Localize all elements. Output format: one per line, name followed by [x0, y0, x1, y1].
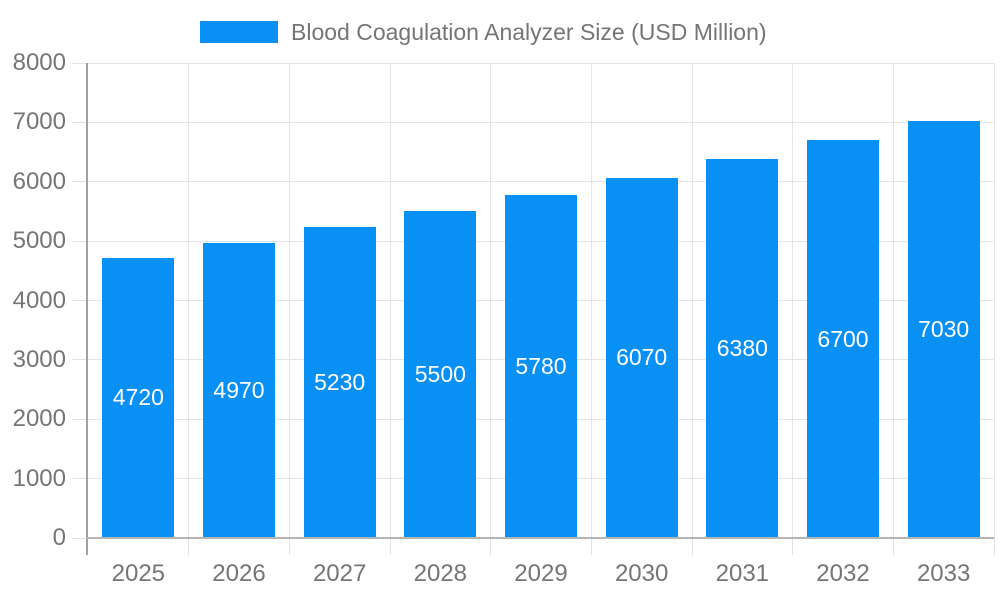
y-tick	[72, 478, 88, 480]
y-axis-label: 5000	[12, 227, 66, 255]
y-tick	[72, 62, 88, 64]
legend-swatch	[200, 21, 278, 43]
bar-2033: 7030	[907, 120, 980, 538]
x-gridline	[288, 63, 290, 538]
x-gridline	[590, 63, 592, 538]
x-tick	[792, 538, 794, 555]
bar-2031: 6380	[706, 159, 779, 538]
x-tick	[490, 538, 492, 555]
y-axis-label: 7000	[12, 108, 66, 136]
y-axis-label: 1000	[12, 464, 66, 492]
x-gridline	[792, 63, 794, 538]
x-tick	[993, 538, 995, 555]
bar-value-label: 6700	[817, 325, 869, 352]
x-axis-label: 2028	[413, 560, 468, 587]
bar-value-label: 5500	[414, 361, 466, 388]
bar-2027: 5230	[303, 227, 376, 538]
y-tick	[72, 418, 88, 420]
x-axis-label: 2027	[312, 560, 367, 587]
y-axis-label: 4000	[12, 286, 66, 314]
bar-value-label: 4720	[112, 384, 164, 411]
bar-value-label: 5780	[515, 352, 567, 379]
x-gridline	[993, 63, 995, 538]
bar-value-label: 7030	[918, 315, 970, 342]
y-tick	[72, 537, 88, 539]
y-tick	[72, 181, 88, 183]
x-gridline	[691, 63, 693, 538]
x-axis-label: 2025	[111, 560, 166, 587]
bar-2026: 4970	[203, 242, 275, 538]
y-gridline	[88, 62, 994, 64]
x-axis-label: 2026	[212, 560, 266, 587]
x-gridline	[188, 63, 190, 538]
y-gridline	[88, 121, 994, 123]
x-tick	[892, 538, 894, 555]
y-axis-label: 2000	[12, 405, 66, 433]
y-axis-line	[86, 63, 88, 555]
y-tick	[72, 121, 88, 123]
x-axis-label: 2032	[816, 560, 870, 587]
y-axis-label: 3000	[12, 345, 66, 373]
bar-value-label: 4970	[213, 376, 265, 403]
bar-2028: 5500	[404, 211, 477, 538]
x-tick	[188, 538, 190, 555]
x-gridline	[389, 63, 391, 538]
bar-value-label: 5230	[314, 369, 366, 396]
x-axis-label: 2033	[916, 560, 971, 587]
bar-2029: 5780	[505, 194, 577, 538]
y-tick	[72, 359, 88, 361]
x-tick	[590, 538, 592, 555]
legend-label: Blood Coagulation Analyzer Size (USD Mil…	[291, 18, 767, 45]
x-gridline	[892, 63, 894, 538]
x-axis-label: 2029	[514, 560, 568, 587]
y-tick	[72, 300, 88, 301]
x-tick	[288, 538, 290, 555]
y-tick	[72, 240, 88, 242]
y-axis-label: 8000	[12, 49, 66, 76]
y-axis-label: 6000	[12, 167, 66, 195]
bar-2030: 6070	[605, 177, 678, 538]
y-axis-label: 0	[52, 524, 66, 551]
x-tick	[389, 538, 391, 555]
x-axis-line	[86, 537, 994, 539]
chart-legend[interactable]: Blood Coagulation Analyzer Size (USD Mil…	[200, 17, 767, 47]
x-axis-label: 2030	[614, 560, 669, 587]
bar-value-label: 6380	[716, 335, 768, 362]
x-tick	[691, 538, 693, 555]
x-gridline	[490, 63, 492, 538]
y-gridline	[88, 181, 994, 183]
bar-2025: 4720	[102, 257, 175, 538]
bar-value-label: 6070	[616, 344, 668, 371]
bar-2032: 6700	[807, 140, 879, 538]
x-axis-label: 2031	[715, 560, 770, 587]
